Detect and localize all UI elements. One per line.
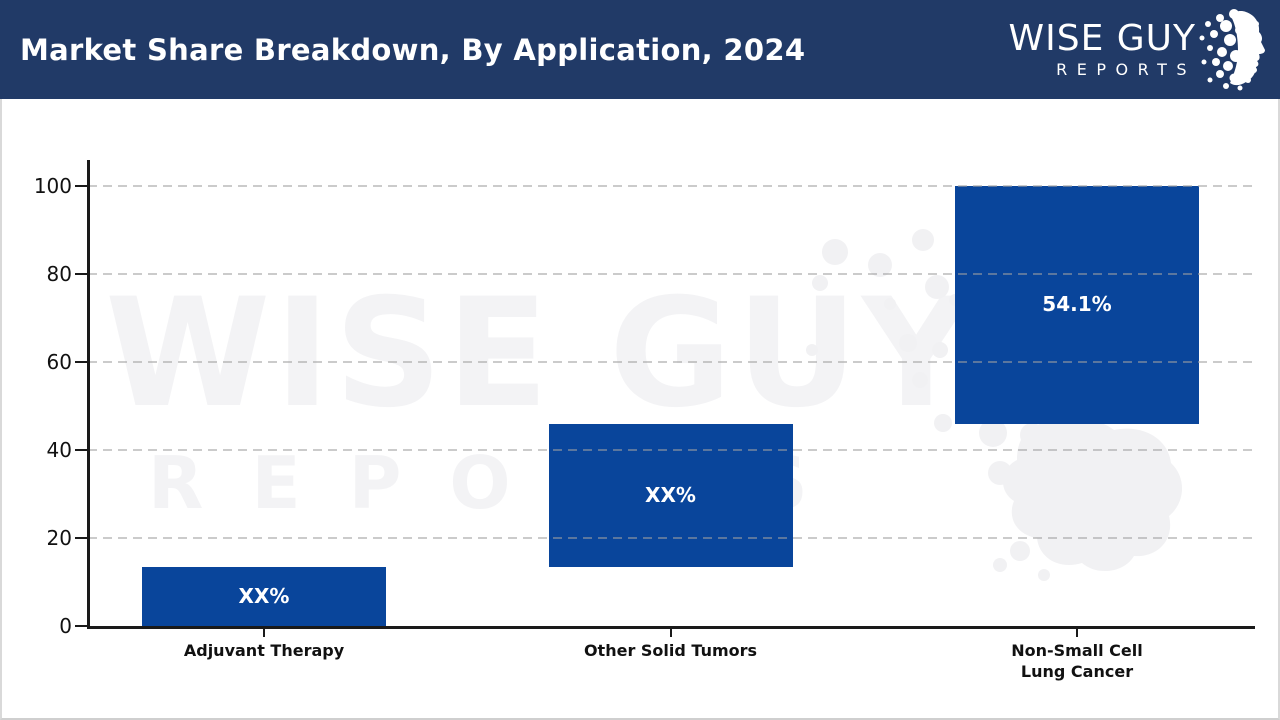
chart-area: WISE GUY REPORTS 0 20 40 60 80 100 XX% Adjuvant…: [0, 99, 1280, 720]
y-axis-spine: [87, 160, 90, 629]
y-tick-label-100: 100: [33, 174, 72, 198]
y-tick-label-20: 20: [46, 526, 72, 550]
y-tick-80: [75, 273, 87, 275]
logo-tagline: REPORTS: [1056, 59, 1196, 79]
x-axis-label-other-solid-tumors: Other Solid Tumors: [583, 641, 758, 660]
watermark-wiseguy-text: WISE GUY: [105, 267, 975, 441]
y-tick-60: [75, 361, 87, 363]
logo-text: WISE GUY REPORTS: [1009, 20, 1197, 79]
gridline-100: [88, 185, 1254, 187]
y-tick-20: [75, 537, 87, 539]
page-title: Market Share Breakdown, By Application, …: [20, 32, 806, 67]
gridline-40: [88, 449, 1254, 451]
bar-adjuvant-therapy: [142, 567, 386, 626]
bar-value-label-other-solid-tumors: XX%: [645, 482, 696, 507]
header-bar: Market Share Breakdown, By Application, …: [0, 0, 1280, 99]
y-tick-40: [75, 449, 87, 451]
x-tick-other-solid-tumors: [669, 629, 672, 637]
x-axis-spine: [87, 626, 1255, 629]
gridline-60: [88, 361, 1254, 363]
bar-non-small-cell-lung-cancer: [955, 186, 1199, 425]
y-tick-label-40: 40: [46, 438, 72, 462]
x-tick-adjuvant-therapy: [263, 629, 265, 637]
bar-value-label-adjuvant-therapy: XX%: [238, 583, 290, 608]
logo-name: WISE GUY: [1008, 18, 1196, 60]
watermark-dots-face: [806, 229, 1183, 581]
gridline-20: [88, 537, 1254, 539]
x-axis-label-non-small-cell-lung-cancer: Non-Small Cell Lung Cancer: [1011, 641, 1143, 681]
bar-other-solid-tumors: [548, 424, 793, 568]
wiseguy-logo: WISE GUY REPORTS: [1009, 8, 1267, 92]
x-axis-label-adjuvant-therapy: Adjuvant Therapy: [183, 641, 345, 660]
y-tick-label-0: 0: [59, 614, 72, 638]
gridline-80: [88, 273, 1254, 275]
y-tick-label-60: 60: [46, 350, 72, 374]
logo-face-icon: [1199, 8, 1265, 90]
bar-value-label-non-small-cell-lung-cancer: 54.1%: [1042, 292, 1112, 317]
x-tick-non-small-cell-lung-cancer: [1076, 629, 1078, 637]
y-tick-100: [75, 185, 87, 187]
y-tick-label-80: 80: [46, 262, 72, 286]
y-tick-0: [75, 625, 87, 627]
